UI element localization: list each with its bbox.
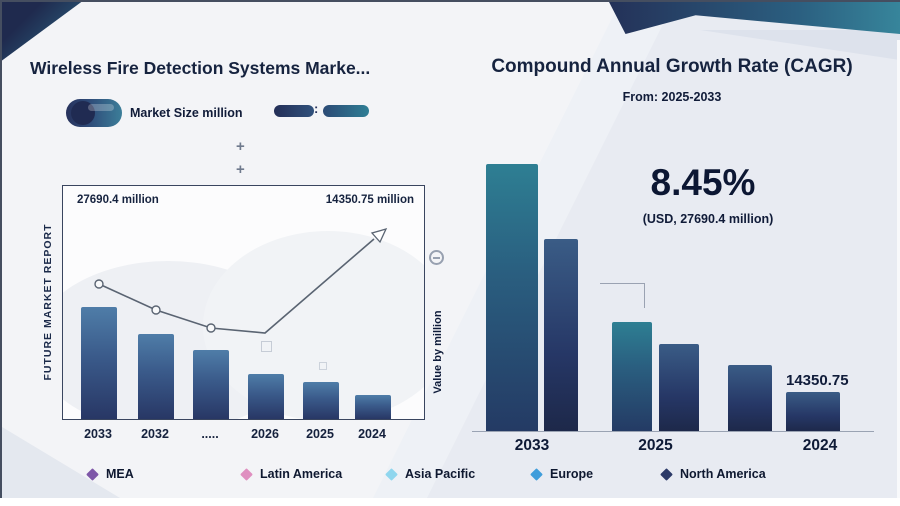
bar-2024-secondary <box>786 392 840 432</box>
cagr-axis-line <box>472 431 874 432</box>
corner-accent-bottom-left <box>0 425 120 498</box>
cagr-note: (USD, 27690.4 million) <box>642 212 774 226</box>
decorative-square-icon <box>319 362 327 370</box>
decorative-step-line <box>600 283 645 308</box>
bar-2025-secondary <box>659 344 699 432</box>
x-label-2026: 2026 <box>251 427 279 441</box>
legend-label: Europe <box>550 467 594 481</box>
legend-item-latin-america: Latin America <box>240 467 343 481</box>
market-size-legend-icon <box>66 99 122 127</box>
cagr-x-label-2025: 2025 <box>638 437 673 454</box>
x-label-2025: 2025 <box>306 427 334 441</box>
bottom-white-strip <box>0 498 900 506</box>
pill-separator: : <box>314 101 319 116</box>
legend-label: MEA <box>106 467 134 481</box>
cagr-subtitle: From: 2025-2033 <box>622 90 722 104</box>
asia-pacific-diamond-icon <box>385 467 398 481</box>
north-america-diamond-icon <box>660 467 673 481</box>
max-value-label: 27690.4 million <box>77 194 159 206</box>
cagr-title: Compound Annual Growth Rate (CAGR) <box>491 56 853 77</box>
bar-2024 <box>355 395 391 419</box>
cagr-bars-2033 <box>486 164 578 432</box>
top-edge-line <box>0 0 900 2</box>
market-size-bars <box>63 186 424 419</box>
latin-america-diamond-icon <box>240 467 253 481</box>
x-label-dots: ..... <box>201 427 219 441</box>
legend-item-mea: MEA <box>86 467 134 481</box>
cagr-x-label-2033: 2033 <box>514 437 550 454</box>
bar-2024-primary <box>728 365 772 432</box>
cagr-bars-2025 <box>612 322 699 432</box>
bar-2025-primary <box>612 322 652 432</box>
bar-2033 <box>81 307 117 419</box>
bar-2033-primary <box>486 164 538 432</box>
cagr-bars-2024 <box>728 365 840 432</box>
left-edge-line <box>0 0 2 498</box>
cagr-value: 8.45% <box>650 162 756 203</box>
europe-diamond-icon <box>530 467 543 481</box>
future-market-report-label: FUTURE MARKET REPORT <box>42 223 54 381</box>
cagr-x-label-2024: 2024 <box>802 437 838 454</box>
decorative-pill-navy <box>274 105 314 117</box>
legend-label: North America <box>680 467 766 481</box>
mea-diamond-icon <box>86 467 99 481</box>
plus-icon: + <box>236 138 245 155</box>
plus-icon: + <box>236 161 245 178</box>
legend-label: Asia Pacific <box>405 467 476 481</box>
corner-accent-top-left <box>0 0 84 62</box>
x-label-2033: 2033 <box>84 427 112 441</box>
bar-2032 <box>138 334 174 419</box>
trend-line-arrow <box>94 227 388 334</box>
market-size-legend-label: Market Size million <box>130 106 243 120</box>
x-label-2024: 2024 <box>358 427 386 441</box>
bar-2025 <box>303 382 339 419</box>
bar-2026 <box>248 374 284 419</box>
bar-2033-secondary <box>544 239 578 432</box>
decorative-pill-teal <box>323 105 369 117</box>
legend-item-north-america: North America <box>660 467 766 481</box>
legend-item-asia-pacific: Asia Pacific <box>385 467 476 481</box>
legend-item-europe: Europe <box>530 467 594 481</box>
right-edge-strip <box>897 40 900 498</box>
left-chart-title: Wireless Fire Detection Systems Marke... <box>30 58 371 78</box>
start-value-label: 14350.75 million <box>325 194 414 206</box>
x-label-2032: 2032 <box>141 427 169 441</box>
value-by-million-label: Value by million <box>432 310 444 394</box>
bar-intermediate <box>193 350 229 419</box>
decorative-square-icon <box>261 341 272 352</box>
circle-minus-icon <box>429 250 444 265</box>
market-size-chart: 27690.4 million 14350.75 million <box>62 185 425 420</box>
legend-label: Latin America <box>260 467 343 481</box>
value-callout: 14350.75 <box>786 372 849 389</box>
